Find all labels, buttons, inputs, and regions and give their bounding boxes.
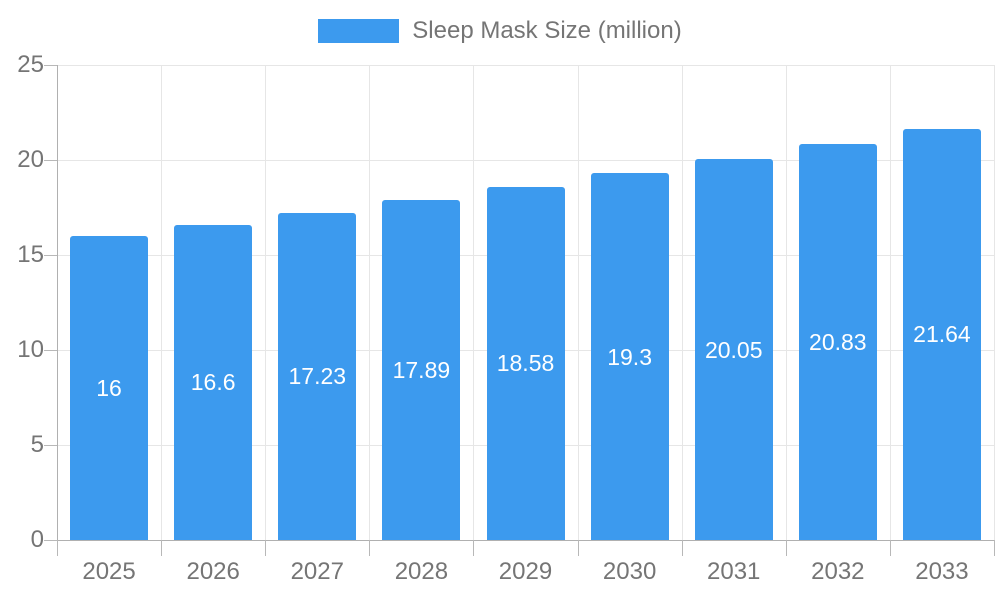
x-axis-label-2026: 2026 <box>186 558 240 585</box>
bar-value-label: 16 <box>96 375 122 401</box>
bar-2029[interactable]: 18.58 <box>486 186 565 540</box>
legend-swatch <box>318 19 400 43</box>
y-axis-label-25: 25 <box>17 51 44 78</box>
bar-value-label: 21.64 <box>913 321 971 348</box>
v-gridline <box>161 65 162 540</box>
y-axis-label-15: 15 <box>17 241 44 268</box>
x-axis-tick <box>473 540 474 556</box>
v-gridline <box>473 65 474 540</box>
bar-2026[interactable]: 16.6 <box>174 224 253 540</box>
y-axis-tick <box>44 350 57 351</box>
bar-value-label: 20.05 <box>704 336 763 363</box>
x-axis-label-2029: 2029 <box>498 558 553 585</box>
x-axis-label-2032: 2032 <box>811 558 865 585</box>
x-axis-tick <box>265 540 266 556</box>
v-gridline <box>369 65 370 540</box>
bar-value-label: 18.58 <box>496 350 555 377</box>
x-axis-tick <box>682 540 683 556</box>
x-axis-line <box>57 540 994 541</box>
y-axis-tick <box>44 445 57 446</box>
y-axis-label-5: 5 <box>30 431 44 458</box>
legend-label: Sleep Mask Size (million) <box>412 17 682 44</box>
x-axis-tick <box>161 540 162 556</box>
bar-2027[interactable]: 17.23 <box>278 212 357 540</box>
y-axis-tick <box>44 160 57 161</box>
v-gridline <box>890 65 891 540</box>
bar-value-label: 20.83 <box>809 329 867 356</box>
x-axis-tick <box>578 540 579 556</box>
x-axis-tick <box>890 540 891 556</box>
h-gridline <box>57 160 994 161</box>
y-axis-line <box>57 65 58 540</box>
bar-2025[interactable]: 16 <box>70 236 149 540</box>
x-axis-label-2025: 2025 <box>82 558 136 585</box>
v-gridline <box>786 65 787 540</box>
bar-2033[interactable]: 21.64 <box>902 128 981 540</box>
y-axis-label-20: 20 <box>17 146 44 173</box>
x-axis-tick <box>57 540 58 556</box>
x-axis-tick <box>994 540 995 556</box>
x-axis-label-2033: 2033 <box>915 558 969 585</box>
y-axis-tick <box>44 540 57 541</box>
v-gridline <box>994 65 995 540</box>
y-axis-label-10: 10 <box>17 336 44 363</box>
bar-2031[interactable]: 20.05 <box>694 159 773 540</box>
v-gridline <box>578 65 579 540</box>
bar-value-label: 17.89 <box>392 357 451 384</box>
legend-item[interactable]: Sleep Mask Size (million) <box>0 17 1000 45</box>
bar-2032[interactable]: 20.83 <box>798 144 877 540</box>
y-axis-tick <box>44 255 57 256</box>
x-axis-tick <box>786 540 787 556</box>
x-axis-label-2031: 2031 <box>707 558 761 585</box>
bar-value-label: 17.23 <box>288 363 347 390</box>
bar-value-label: 16.6 <box>190 369 236 396</box>
x-axis-label-2027: 2027 <box>290 558 344 585</box>
v-gridline <box>265 65 266 540</box>
y-axis-tick <box>44 65 57 66</box>
bar-2030[interactable]: 19.3 <box>590 173 669 540</box>
x-axis-label-2028: 2028 <box>394 558 449 585</box>
bar-value-label: 19.3 <box>607 343 652 370</box>
x-axis-label-2030: 2030 <box>602 558 657 585</box>
h-gridline <box>57 65 994 66</box>
x-axis-tick <box>369 540 370 556</box>
plot-area: 16 16.6 17.23 17.89 18.58 19.3 20.05 20.83 21.64 <box>57 65 995 540</box>
bar-2028[interactable]: 17.89 <box>382 200 461 540</box>
y-axis-label-0: 0 <box>30 526 44 553</box>
v-gridline <box>682 65 683 540</box>
